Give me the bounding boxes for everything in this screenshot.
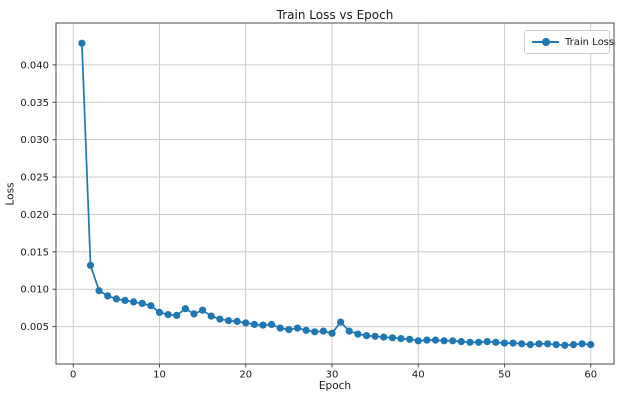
x-tick-label: 10	[153, 370, 166, 381]
data-point	[121, 296, 129, 304]
data-point	[457, 338, 465, 346]
y-tick-label: 0.025	[20, 173, 49, 184]
legend-marker-icon	[542, 38, 550, 46]
legend-sample	[532, 37, 559, 47]
data-point	[345, 327, 353, 335]
data-point	[518, 340, 526, 348]
data-point	[207, 312, 215, 320]
data-point	[535, 340, 543, 348]
y-tick-label: 0.005	[20, 322, 49, 333]
data-point	[414, 337, 422, 345]
data-point	[526, 341, 534, 349]
data-point	[440, 337, 448, 345]
data-point	[475, 338, 483, 346]
data-point	[397, 335, 405, 343]
plot-border	[55, 22, 615, 365]
legend: Train Loss	[524, 30, 614, 54]
data-point	[552, 341, 560, 349]
data-point	[354, 330, 362, 338]
chart-title: Train Loss vs Epoch	[276, 8, 394, 22]
data-point	[406, 335, 414, 343]
data-point	[302, 326, 310, 334]
data-point	[500, 339, 509, 347]
data-point	[311, 328, 319, 336]
series-line	[81, 43, 591, 347]
y-tick-label: 0.020	[20, 210, 49, 221]
data-point	[423, 336, 431, 344]
legend-label: Train Loss	[565, 36, 615, 48]
data-point	[388, 334, 396, 342]
x-tick-label: 30	[326, 370, 339, 381]
data-point	[337, 318, 345, 326]
data-point	[293, 324, 302, 332]
data-point	[216, 315, 224, 323]
x-tick-label: 50	[498, 370, 511, 381]
data-point	[268, 320, 276, 328]
data-point	[362, 332, 371, 340]
data-point	[130, 298, 138, 306]
data-point	[233, 317, 241, 325]
x-tick-label: 0	[70, 370, 76, 381]
data-point	[466, 338, 474, 346]
data-point	[181, 305, 189, 313]
y-axis-label: Loss	[5, 181, 17, 206]
data-point	[95, 287, 103, 295]
data-point	[78, 39, 86, 47]
y-axis-label-wrap: Loss	[0, 23, 22, 364]
data-point	[319, 327, 327, 335]
data-point	[164, 311, 172, 319]
data-point	[544, 340, 552, 348]
data-point	[578, 340, 586, 348]
data-point	[242, 319, 250, 327]
data-point	[492, 338, 500, 346]
data-point	[561, 341, 569, 349]
data-point	[259, 321, 267, 329]
data-point	[276, 324, 284, 332]
data-point	[138, 299, 146, 307]
y-tick-label: 0.035	[20, 98, 49, 109]
data-point	[250, 320, 258, 328]
data-point	[569, 341, 578, 349]
data-point	[147, 302, 155, 310]
data-point	[199, 306, 207, 314]
y-tick-label: 0.010	[20, 285, 49, 296]
data-point	[431, 336, 440, 344]
x-axis-label: Epoch	[318, 380, 352, 392]
data-point	[104, 292, 112, 300]
data-point	[285, 326, 293, 334]
data-point	[483, 338, 491, 346]
y-tick-label: 0.015	[20, 247, 49, 258]
data-point	[371, 332, 379, 340]
y-tick-label: 0.030	[20, 135, 49, 146]
x-tick-label: 40	[412, 370, 425, 381]
data-point	[380, 333, 388, 341]
data-point	[224, 317, 233, 325]
data-point	[86, 261, 95, 269]
data-point	[155, 308, 164, 316]
y-tick-label: 0.040	[20, 60, 49, 71]
data-point	[587, 341, 595, 349]
data-point	[190, 310, 198, 318]
data-point	[449, 337, 457, 345]
data-point	[112, 295, 120, 303]
data-point	[509, 339, 517, 347]
data-point	[328, 329, 336, 337]
x-tick-label: 20	[239, 370, 252, 381]
data-point	[173, 311, 181, 319]
x-tick-label: 60	[584, 370, 597, 381]
